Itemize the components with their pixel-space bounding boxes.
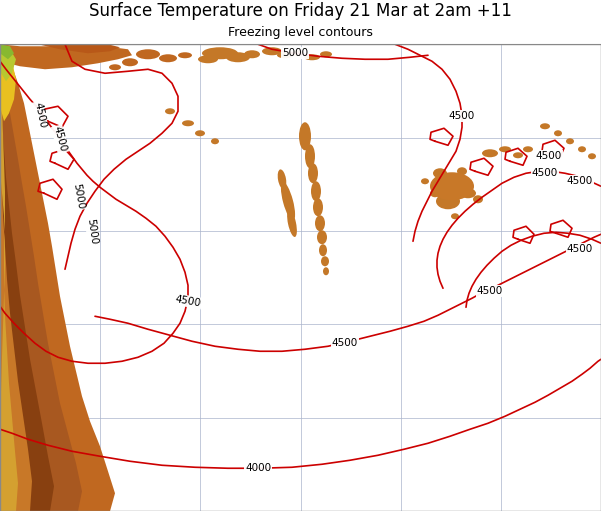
Polygon shape: [38, 44, 120, 53]
Text: 4500: 4500: [477, 286, 503, 296]
Ellipse shape: [566, 138, 574, 144]
Polygon shape: [0, 44, 115, 511]
Ellipse shape: [540, 123, 550, 129]
Text: 5000: 5000: [282, 48, 308, 58]
Text: 4000: 4000: [245, 463, 271, 473]
Text: 4500: 4500: [449, 111, 475, 121]
Ellipse shape: [287, 209, 297, 237]
Ellipse shape: [211, 138, 219, 144]
Polygon shape: [0, 44, 54, 511]
Polygon shape: [0, 44, 14, 59]
Ellipse shape: [588, 153, 596, 159]
Text: 4500: 4500: [174, 294, 202, 308]
Ellipse shape: [323, 267, 329, 275]
Ellipse shape: [319, 244, 327, 257]
Ellipse shape: [305, 144, 315, 168]
Ellipse shape: [554, 130, 562, 136]
Text: 4500: 4500: [332, 338, 358, 348]
Ellipse shape: [315, 215, 325, 231]
Ellipse shape: [136, 49, 160, 59]
Text: 4500: 4500: [532, 168, 558, 178]
Polygon shape: [0, 44, 82, 511]
Ellipse shape: [292, 50, 304, 56]
Ellipse shape: [299, 122, 311, 150]
Ellipse shape: [278, 169, 286, 189]
Ellipse shape: [165, 108, 175, 114]
Ellipse shape: [195, 130, 205, 136]
Ellipse shape: [460, 188, 476, 198]
Ellipse shape: [182, 120, 194, 126]
Ellipse shape: [523, 146, 533, 152]
Ellipse shape: [159, 54, 177, 62]
Polygon shape: [0, 44, 132, 69]
Ellipse shape: [578, 146, 586, 152]
Ellipse shape: [513, 152, 523, 158]
Ellipse shape: [109, 65, 121, 70]
Ellipse shape: [178, 52, 192, 58]
Ellipse shape: [311, 181, 321, 201]
Polygon shape: [0, 44, 16, 81]
Ellipse shape: [430, 172, 474, 200]
Ellipse shape: [433, 168, 447, 178]
Ellipse shape: [277, 52, 293, 58]
Text: 4500: 4500: [567, 244, 593, 254]
Text: 4500: 4500: [536, 151, 562, 161]
Text: 5000: 5000: [85, 218, 99, 245]
Ellipse shape: [320, 51, 332, 57]
Ellipse shape: [451, 214, 459, 219]
Ellipse shape: [262, 47, 282, 55]
Ellipse shape: [202, 47, 238, 59]
Text: 4500: 4500: [52, 125, 69, 153]
Ellipse shape: [430, 189, 440, 197]
Ellipse shape: [313, 198, 323, 216]
Ellipse shape: [482, 150, 498, 157]
Ellipse shape: [321, 257, 329, 266]
Text: Freezing level contours: Freezing level contours: [228, 26, 373, 39]
Ellipse shape: [198, 55, 218, 63]
Text: 4500: 4500: [32, 101, 47, 129]
Text: 4500: 4500: [567, 176, 593, 186]
Text: 5000: 5000: [71, 182, 85, 210]
Ellipse shape: [317, 230, 327, 244]
Ellipse shape: [457, 167, 467, 175]
Text: Surface Temperature on Friday 21 Mar at 2am +11: Surface Temperature on Friday 21 Mar at …: [89, 2, 512, 20]
Ellipse shape: [308, 163, 318, 183]
Polygon shape: [0, 44, 16, 121]
Polygon shape: [0, 44, 18, 511]
Ellipse shape: [473, 195, 483, 203]
Polygon shape: [0, 44, 32, 511]
Ellipse shape: [122, 58, 138, 66]
Ellipse shape: [226, 52, 250, 62]
Ellipse shape: [499, 146, 511, 152]
Ellipse shape: [421, 178, 429, 184]
Ellipse shape: [304, 54, 320, 60]
Ellipse shape: [436, 193, 460, 209]
Ellipse shape: [281, 182, 295, 221]
Ellipse shape: [244, 50, 260, 58]
